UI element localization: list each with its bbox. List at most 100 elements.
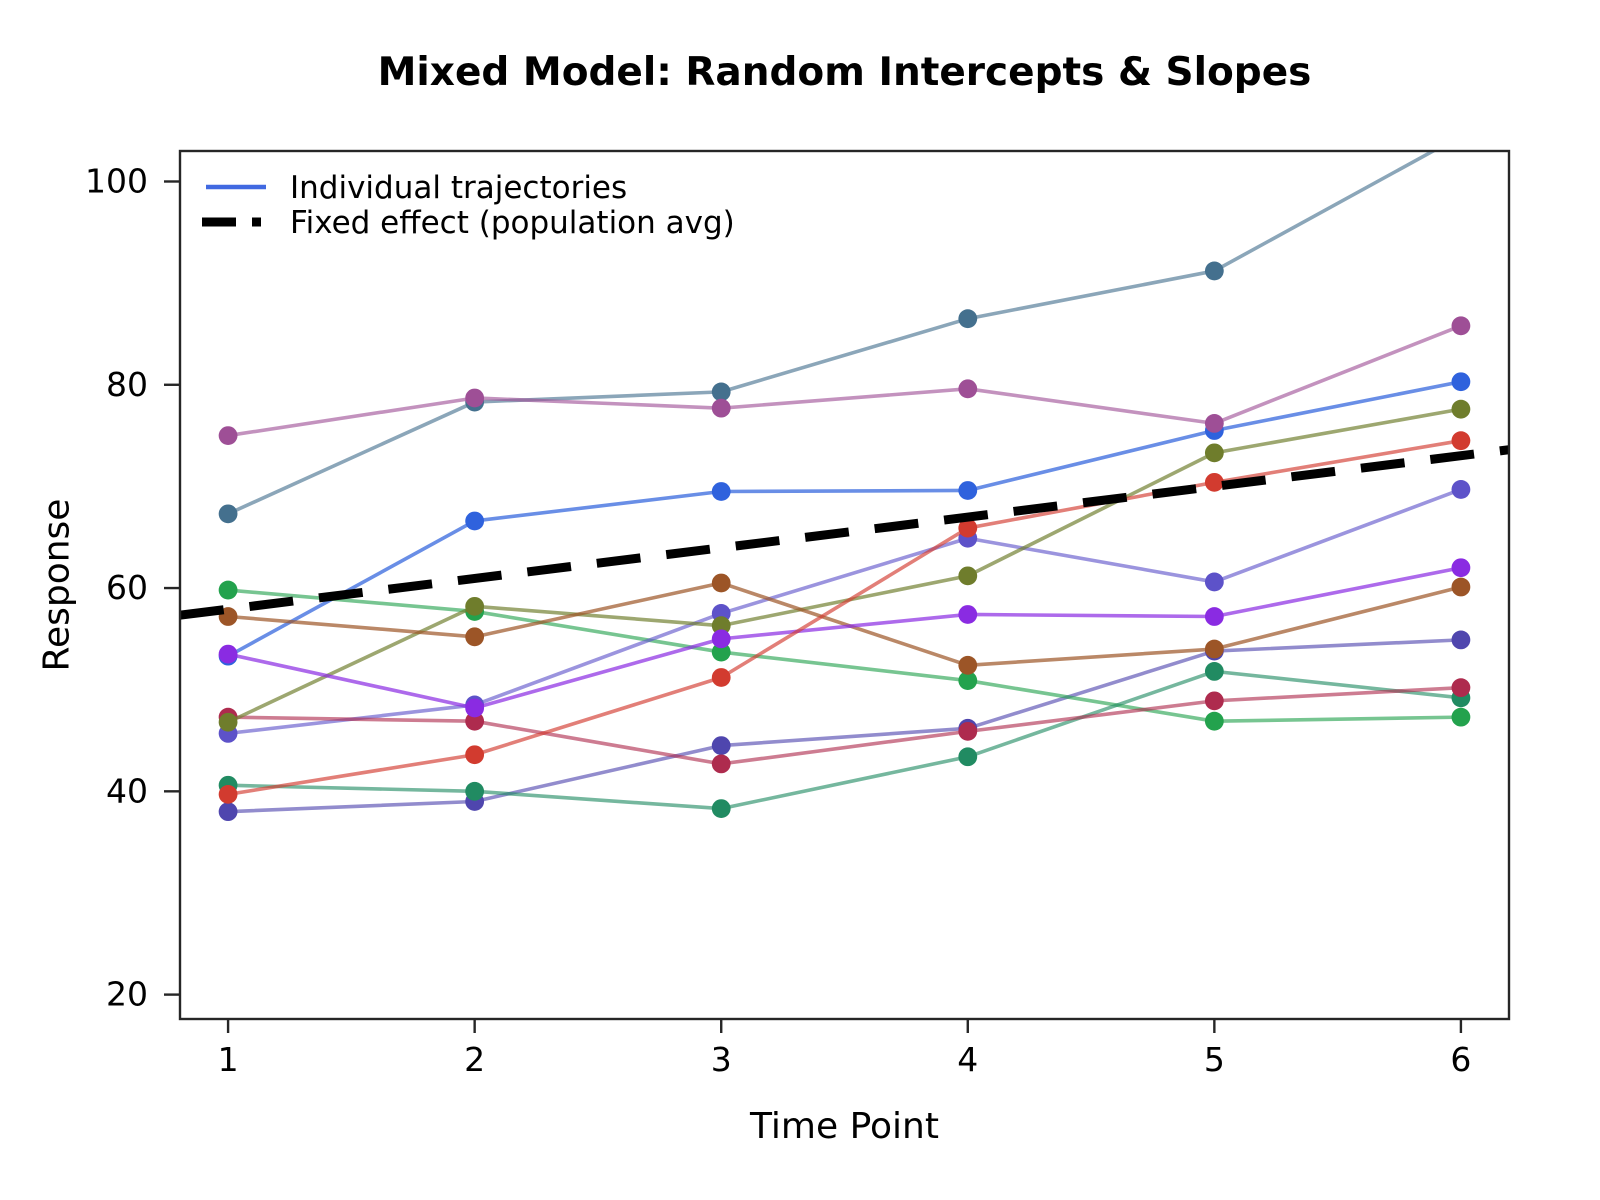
trajectory-line-subject-8 [227,407,1462,724]
x-axis-label: Time Point [750,1106,939,1147]
data-point-subject-5-t2 [465,627,485,647]
data-point-subject-4-t3 [711,642,731,662]
x-tick-label: 3 [711,1040,732,1079]
data-point-subject-7-t3 [711,754,731,774]
data-point-subject-11-t6 [1451,431,1471,451]
data-point-subject-1-t6 [1451,316,1471,336]
data-point-subject-6-t6 [1451,558,1471,578]
data-point-subject-9-t5 [1204,572,1224,592]
trajectory-subject-9 [218,480,1471,743]
data-point-subject-2-t6 [1452,126,1471,145]
axes-frame [178,149,1511,1021]
data-point-subject-12-t6 [1451,630,1471,650]
x-tick-label: 5 [1204,1040,1225,1079]
data-point-subject-4-t6 [1451,707,1471,727]
trajectory-subject-12 [218,630,1471,822]
data-point-subject-5-t5 [1204,639,1224,659]
axis-ticks: 1 2 3 4 5 6 20 40 60 80 100 [85,161,1471,1079]
data-point-subject-6-t2 [465,698,485,718]
data-point-subject-3-t4 [958,481,978,500]
trajectory-line-subject-4 [227,588,1461,723]
data-point-subject-3-t2 [465,511,485,531]
trajectory-line-subject-1 [227,324,1462,438]
data-point-subject-6-t3 [711,629,731,649]
data-point-subject-2-t4 [958,309,978,329]
data-point-subject-3-t6 [1451,372,1471,392]
y-tick-label: 20 [106,975,148,1014]
chart-title: Mixed Model: Random Intercepts & Slopes [377,50,1312,95]
data-point-subject-7-t4 [958,721,978,741]
data-point-subject-5-t4 [958,655,978,675]
data-point-subject-11-t3 [711,668,731,687]
data-point-subject-10-t3 [711,799,731,819]
data-point-subject-4-t1 [218,580,238,600]
trajectory-line-subject-5 [227,581,1462,668]
data-point-subject-11-t2 [465,745,485,765]
data-point-subject-11-t5 [1204,472,1224,492]
data-point-subject-2-t3 [711,382,731,402]
data-point-subject-8-t3 [711,616,731,636]
data-point-subject-5-t6 [1451,577,1471,597]
trajectory-line-subject-2 [227,151,1437,516]
data-point-subject-8-t6 [1451,399,1471,419]
data-point-subject-6-t1 [218,644,238,664]
data-point-subject-2-t5 [1204,261,1224,281]
data-point-subject-4-t4 [958,671,978,690]
trajectory-line-subject-7 [228,685,1462,766]
data-point-subject-12-t1 [218,802,238,822]
data-point-subject-7-t6 [1451,678,1471,698]
data-point-subject-8-t1 [218,712,238,732]
data-point-subject-10-t4 [958,747,978,767]
trajectories-group [218,126,1471,822]
y-tick-label: 80 [106,365,148,404]
trajectory-line-subject-11 [227,438,1462,797]
y-tick-label: 60 [106,568,148,607]
trajectory-line-subject-3 [227,379,1462,658]
data-point-subject-8-t2 [465,596,485,616]
trajectory-line-subject-12 [228,638,1462,814]
trajectory-subject-2 [218,126,1471,524]
trajectory-subject-5 [218,573,1471,675]
x-tick-label: 4 [957,1040,978,1079]
data-point-subject-8-t4 [958,566,978,586]
trajectory-line-subject-6 [227,565,1462,710]
x-tick-label: 6 [1450,1040,1471,1079]
y-tick-label: 100 [85,161,148,200]
data-point-subject-7-t5 [1204,691,1224,711]
data-point-subject-1-t5 [1204,413,1224,433]
data-point-subject-3-t3 [711,482,731,501]
data-point-subject-5-t3 [711,573,731,593]
trajectory-subject-3 [218,372,1471,666]
trajectory-subject-11 [218,431,1471,804]
legend-label: Individual trajectories [290,170,627,206]
trajectory-subject-1 [218,316,1471,445]
data-point-subject-1-t1 [218,426,238,445]
data-point-subject-1-t3 [711,398,731,418]
x-tick-label: 1 [218,1040,239,1079]
trajectory-line-subject-9 [227,487,1462,736]
data-point-subject-6-t4 [958,605,978,624]
legend-label: Fixed effect (population avg) [290,205,735,241]
data-point-subject-1-t4 [958,379,978,399]
data-point-subject-10-t2 [465,781,485,801]
trajectory-subject-6 [218,558,1471,718]
data-point-subject-2-t1 [218,504,238,524]
trajectory-subject-8 [218,399,1471,732]
data-point-subject-1-t2 [465,388,485,408]
trajectory-subject-10 [218,661,1471,819]
y-tick-label: 40 [106,771,148,810]
trajectory-line-subject-10 [228,669,1462,811]
data-point-subject-9-t6 [1451,480,1471,499]
fixed-effect-line [180,445,1509,620]
x-tick-label: 2 [464,1040,485,1079]
data-point-subject-11-t1 [218,784,238,804]
data-point-subject-11-t4 [958,518,978,538]
data-point-subject-12-t3 [711,736,731,755]
data-point-subject-8-t5 [1204,443,1224,463]
data-point-subject-4-t5 [1204,711,1224,731]
data-point-subject-7-t2 [465,711,485,731]
data-point-subject-10-t5 [1204,661,1224,681]
